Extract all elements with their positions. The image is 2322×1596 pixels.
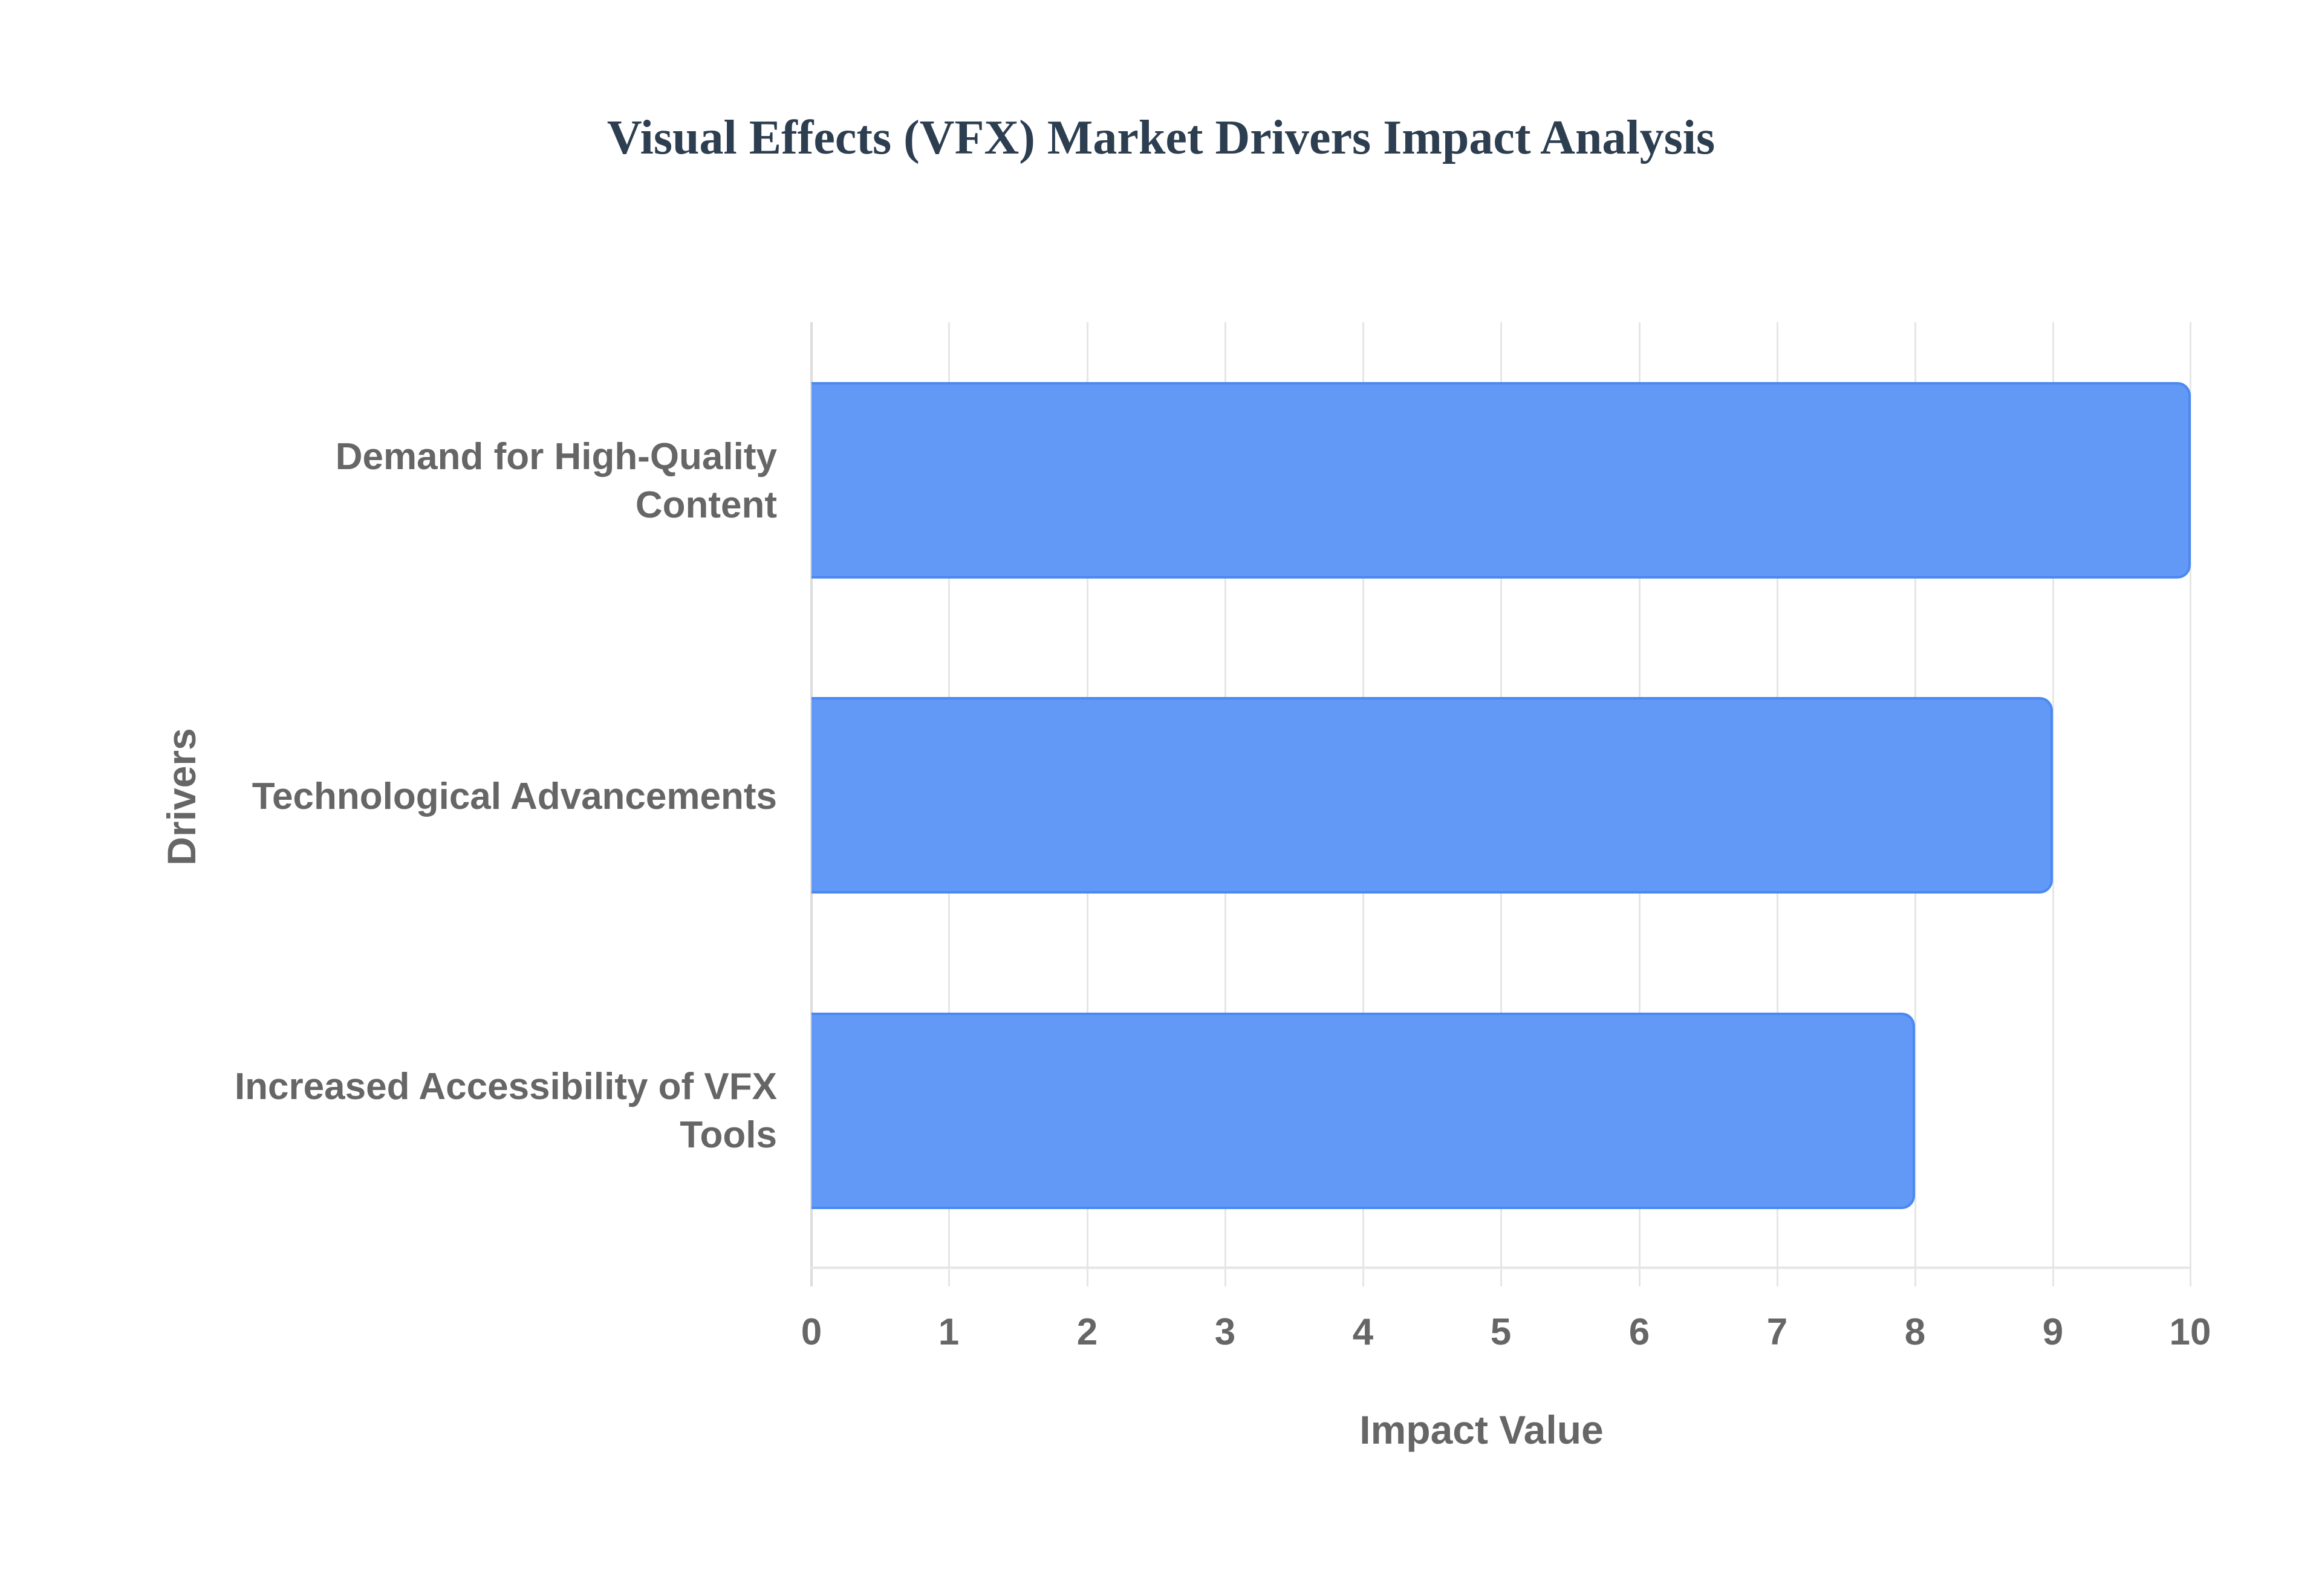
x-tick-label: 5 (1490, 1311, 1512, 1353)
x-tick-label: 2 (1076, 1311, 1098, 1353)
x-tick-label: 1 (938, 1311, 960, 1353)
x-tick-label: 4 (1352, 1311, 1374, 1353)
x-tick-label: 7 (1766, 1311, 1788, 1353)
y-category-label-line2: Tools (680, 1114, 777, 1156)
x-tick-label: 9 (2042, 1311, 2064, 1353)
y-category-label: Increased Accessibility of VFX Tools (233, 1063, 777, 1160)
plot-area: 0 1 2 3 4 5 6 7 8 9 10 (801, 322, 2211, 1353)
bar-increased-accessibility-vfx-tools[interactable] (811, 1013, 1915, 1209)
bar-demand-high-quality-content[interactable] (811, 382, 2191, 579)
bar-technological-advancements[interactable] (811, 697, 2053, 894)
y-category-label: Demand for High-Quality Content (233, 433, 777, 530)
x-axis-title: Impact Value (1359, 1407, 1604, 1452)
x-tick-label: 3 (1214, 1311, 1236, 1353)
x-tick-label: 6 (1628, 1311, 1650, 1353)
y-category-label-line1: Increased Accessibility of VFX (234, 1066, 777, 1108)
x-tick-label: 8 (1904, 1311, 1926, 1353)
x-tick-label: 10 (2169, 1311, 2211, 1353)
x-axis-line (810, 1267, 2191, 1269)
y-axis-title: Drivers (159, 728, 204, 866)
y-category-label-line1: Demand for High-Quality (335, 436, 777, 478)
gridline-10 (2190, 322, 2191, 1286)
gridline-9 (2052, 322, 2054, 1286)
y-category-label-line1: Technological Advancements (252, 776, 777, 817)
x-tick-label: 0 (801, 1311, 822, 1353)
chart-title: Visual Effects (VFX) Market Drivers Impa… (607, 111, 1715, 164)
y-category-label: Technological Advancements (233, 773, 777, 821)
y-category-label-line2: Content (635, 484, 777, 526)
